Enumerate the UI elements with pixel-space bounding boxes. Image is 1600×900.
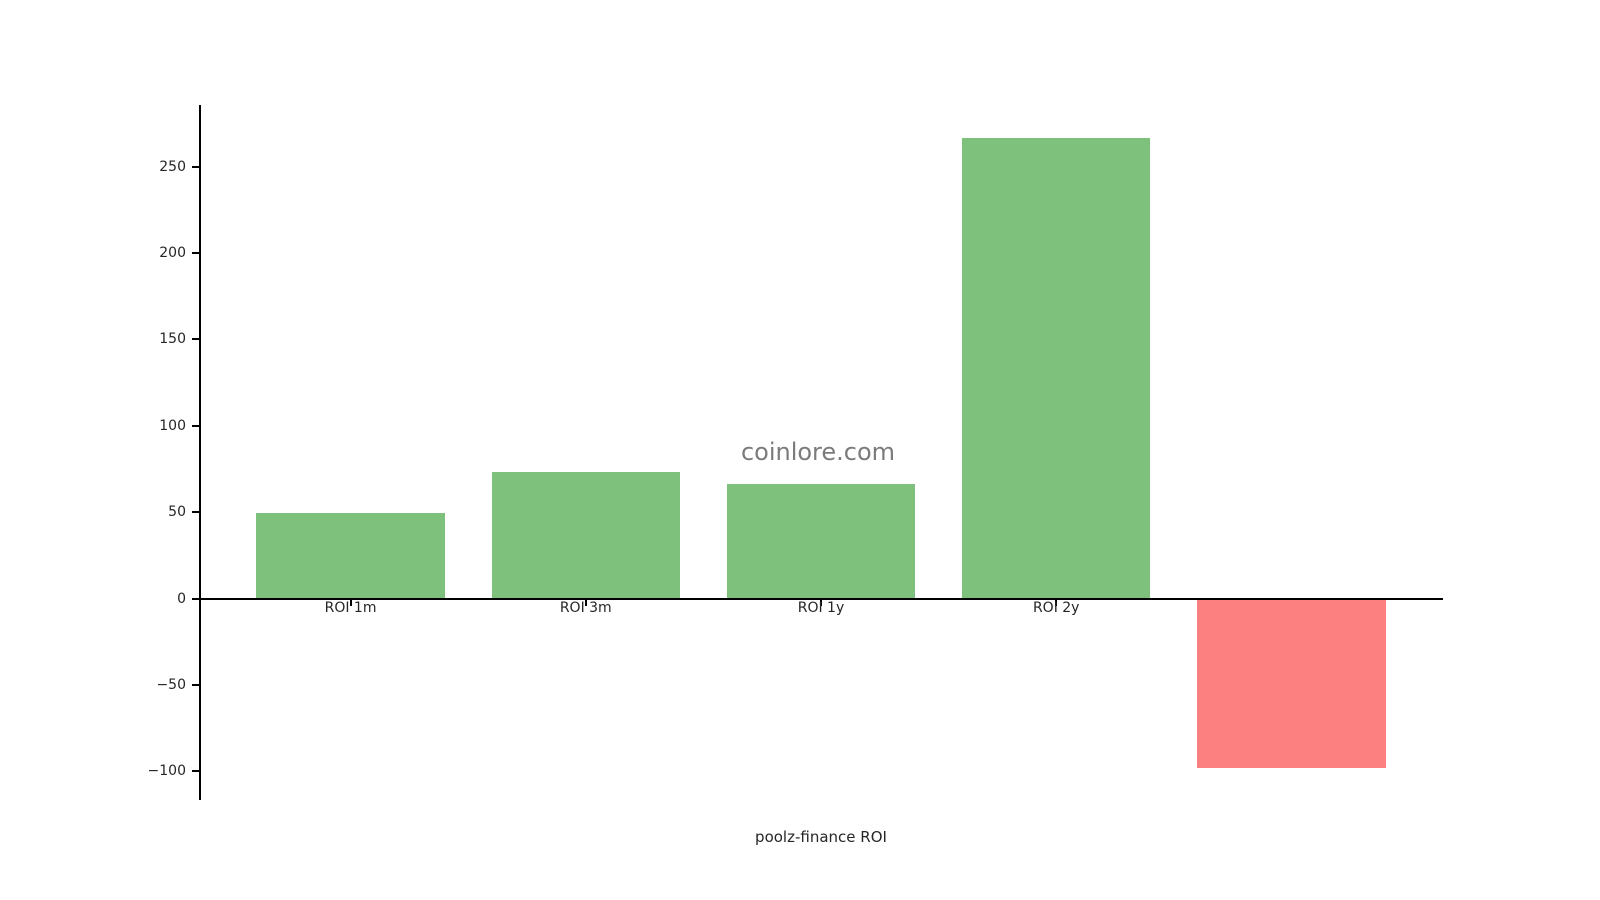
y-tick--100	[192, 770, 199, 773]
watermark-text: coinlore.com	[740, 438, 896, 466]
y-tick--50	[192, 683, 199, 686]
y-tick-label-50: 50	[168, 504, 186, 521]
y-tick-250	[192, 165, 199, 168]
y-tick-label--100: −100	[147, 763, 186, 780]
y-tick-100	[192, 424, 199, 427]
bar-roi-2y	[962, 138, 1151, 599]
bar-roi-1y	[726, 484, 916, 599]
y-tick-label-250: 250	[159, 158, 186, 175]
y-tick-label-100: 100	[159, 417, 186, 434]
x-tick-label-roi-2y: ROI 2y	[1032, 599, 1080, 616]
y-tick-200	[192, 251, 199, 254]
x-tick-roi-1m	[349, 598, 352, 606]
x-tick-label-roi-3m: ROI 3m	[559, 599, 612, 616]
y-tick-150	[192, 338, 199, 341]
x-tick-roi-2y	[1055, 598, 1058, 606]
bar-roi-3m	[491, 471, 680, 599]
x-tick-label-roi-1y: ROI 1y	[797, 599, 845, 616]
y-tick-label--50: −50	[156, 676, 186, 693]
y-axis-spine	[199, 105, 201, 800]
x-tick-roi-1y	[820, 598, 822, 606]
bar-5	[1197, 598, 1386, 769]
y-tick-label-0: 0	[177, 590, 186, 607]
x-tick-roi-3m	[584, 598, 587, 606]
y-tick-label-200: 200	[159, 244, 186, 261]
bar-roi-1m	[256, 513, 445, 599]
x-axis-title: poolz-finance ROI	[755, 828, 887, 846]
x-tick-label-roi-1m: ROI 1m	[324, 599, 377, 616]
y-tick-label-150: 150	[159, 331, 186, 348]
y-tick-50	[192, 511, 199, 514]
y-tick-0	[192, 597, 199, 600]
